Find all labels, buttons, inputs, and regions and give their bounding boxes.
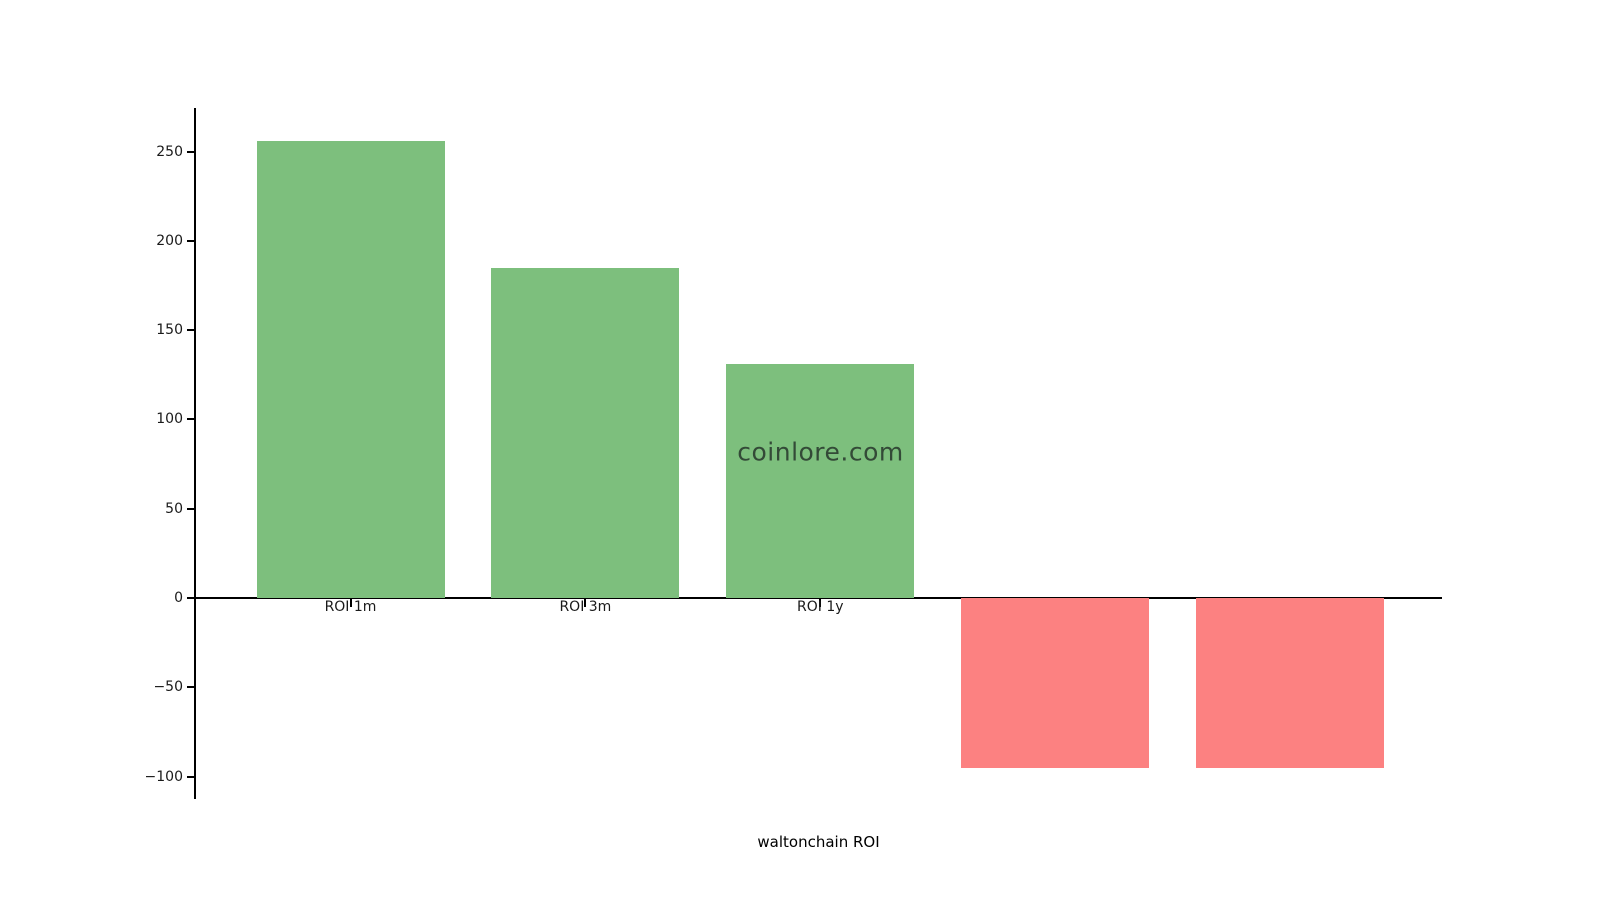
y-tick-mark	[187, 507, 195, 510]
watermark-text: coinlore.com	[737, 437, 904, 467]
x-tick-label: ROI 3m	[559, 599, 612, 615]
y-tick-label: 150	[156, 322, 183, 339]
x-axis-line	[195, 597, 1442, 599]
x-tick-label: ROI 1m	[324, 599, 377, 615]
y-tick-mark	[187, 329, 195, 332]
x-tick-label: ROI 1y	[797, 599, 844, 615]
y-tick-mark	[187, 150, 195, 153]
y-tick-label: −100	[144, 768, 183, 785]
y-tick-label: 50	[165, 500, 183, 517]
x-tick-mark	[584, 598, 587, 607]
y-tick-mark	[187, 239, 195, 242]
chart-xlabel: waltonchain ROI	[757, 833, 880, 851]
bar-roi-1y	[726, 364, 915, 598]
y-tick-label: 200	[156, 232, 183, 249]
bar-negative-4	[961, 598, 1150, 768]
y-tick-mark	[187, 775, 195, 778]
y-axis-spine	[194, 108, 196, 799]
y-tick-label: 250	[156, 143, 183, 160]
x-tick-mark	[819, 598, 822, 607]
x-tick-mark	[349, 598, 352, 607]
bar-negative-5	[1196, 598, 1385, 768]
y-tick-label: −50	[153, 679, 183, 696]
bar-roi-1m	[256, 140, 445, 598]
y-tick-mark	[187, 418, 195, 421]
y-tick-mark	[187, 686, 195, 689]
y-tick-label: 100	[156, 411, 183, 428]
y-tick-mark	[187, 597, 195, 599]
bar-roi-3m	[491, 267, 680, 598]
y-tick-label: 0	[174, 590, 183, 606]
